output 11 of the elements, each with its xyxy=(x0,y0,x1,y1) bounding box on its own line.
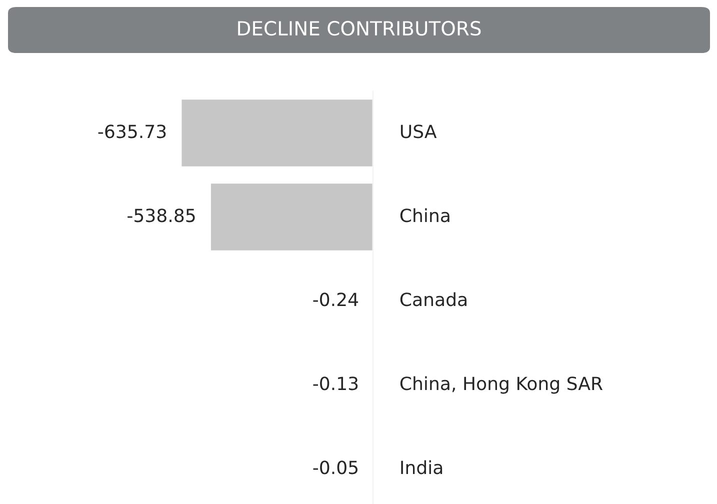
y-tick-label: China xyxy=(400,208,450,222)
data-label: -635.73 xyxy=(98,124,166,138)
chart-title: DECLINE CONTRIBUTORS xyxy=(238,20,481,36)
data-label: -0.13 xyxy=(313,376,358,390)
y-tick-label: India xyxy=(401,460,442,474)
data-label: -0.24 xyxy=(313,292,358,306)
data-label: -0.05 xyxy=(313,460,358,474)
y-tick-label: Canada xyxy=(400,292,466,306)
y-tick-label: USA xyxy=(400,124,437,138)
y-tick-label: China, Hong Kong SAR xyxy=(400,376,603,394)
data-label: -538.85 xyxy=(128,208,195,222)
